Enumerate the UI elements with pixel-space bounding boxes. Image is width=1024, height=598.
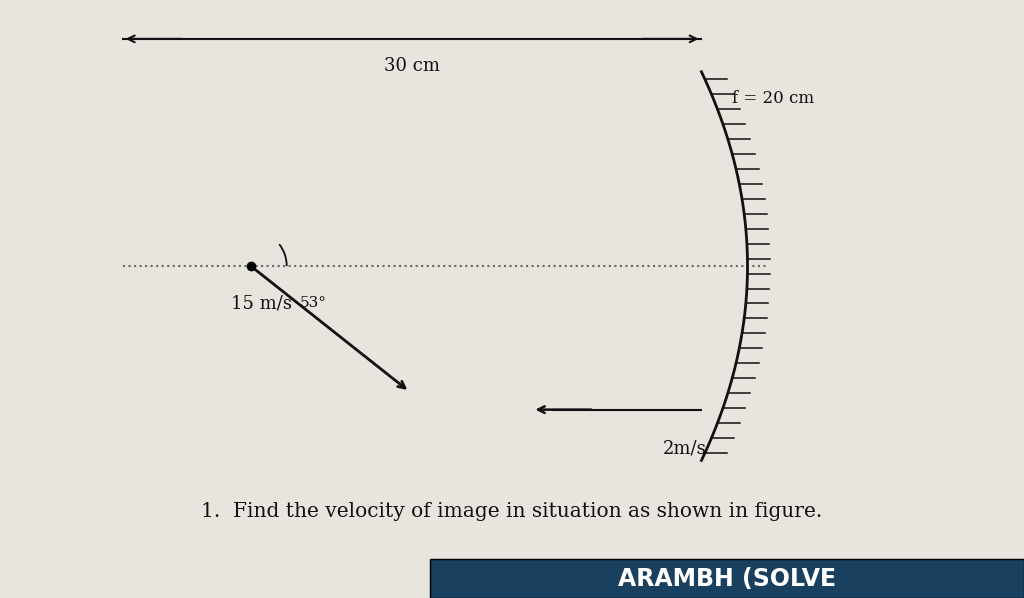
Text: 53°: 53° [300,296,327,310]
Text: ARAMBH (SOLVE: ARAMBH (SOLVE [617,566,837,591]
Text: 2m/s: 2m/s [663,440,707,457]
Text: 30 cm: 30 cm [384,57,440,75]
Text: f = 20 cm: f = 20 cm [732,90,814,107]
Text: 1.  Find the velocity of image in situation as shown in figure.: 1. Find the velocity of image in situati… [202,502,822,521]
FancyBboxPatch shape [430,559,1024,598]
Text: 15 m/s: 15 m/s [230,295,292,313]
